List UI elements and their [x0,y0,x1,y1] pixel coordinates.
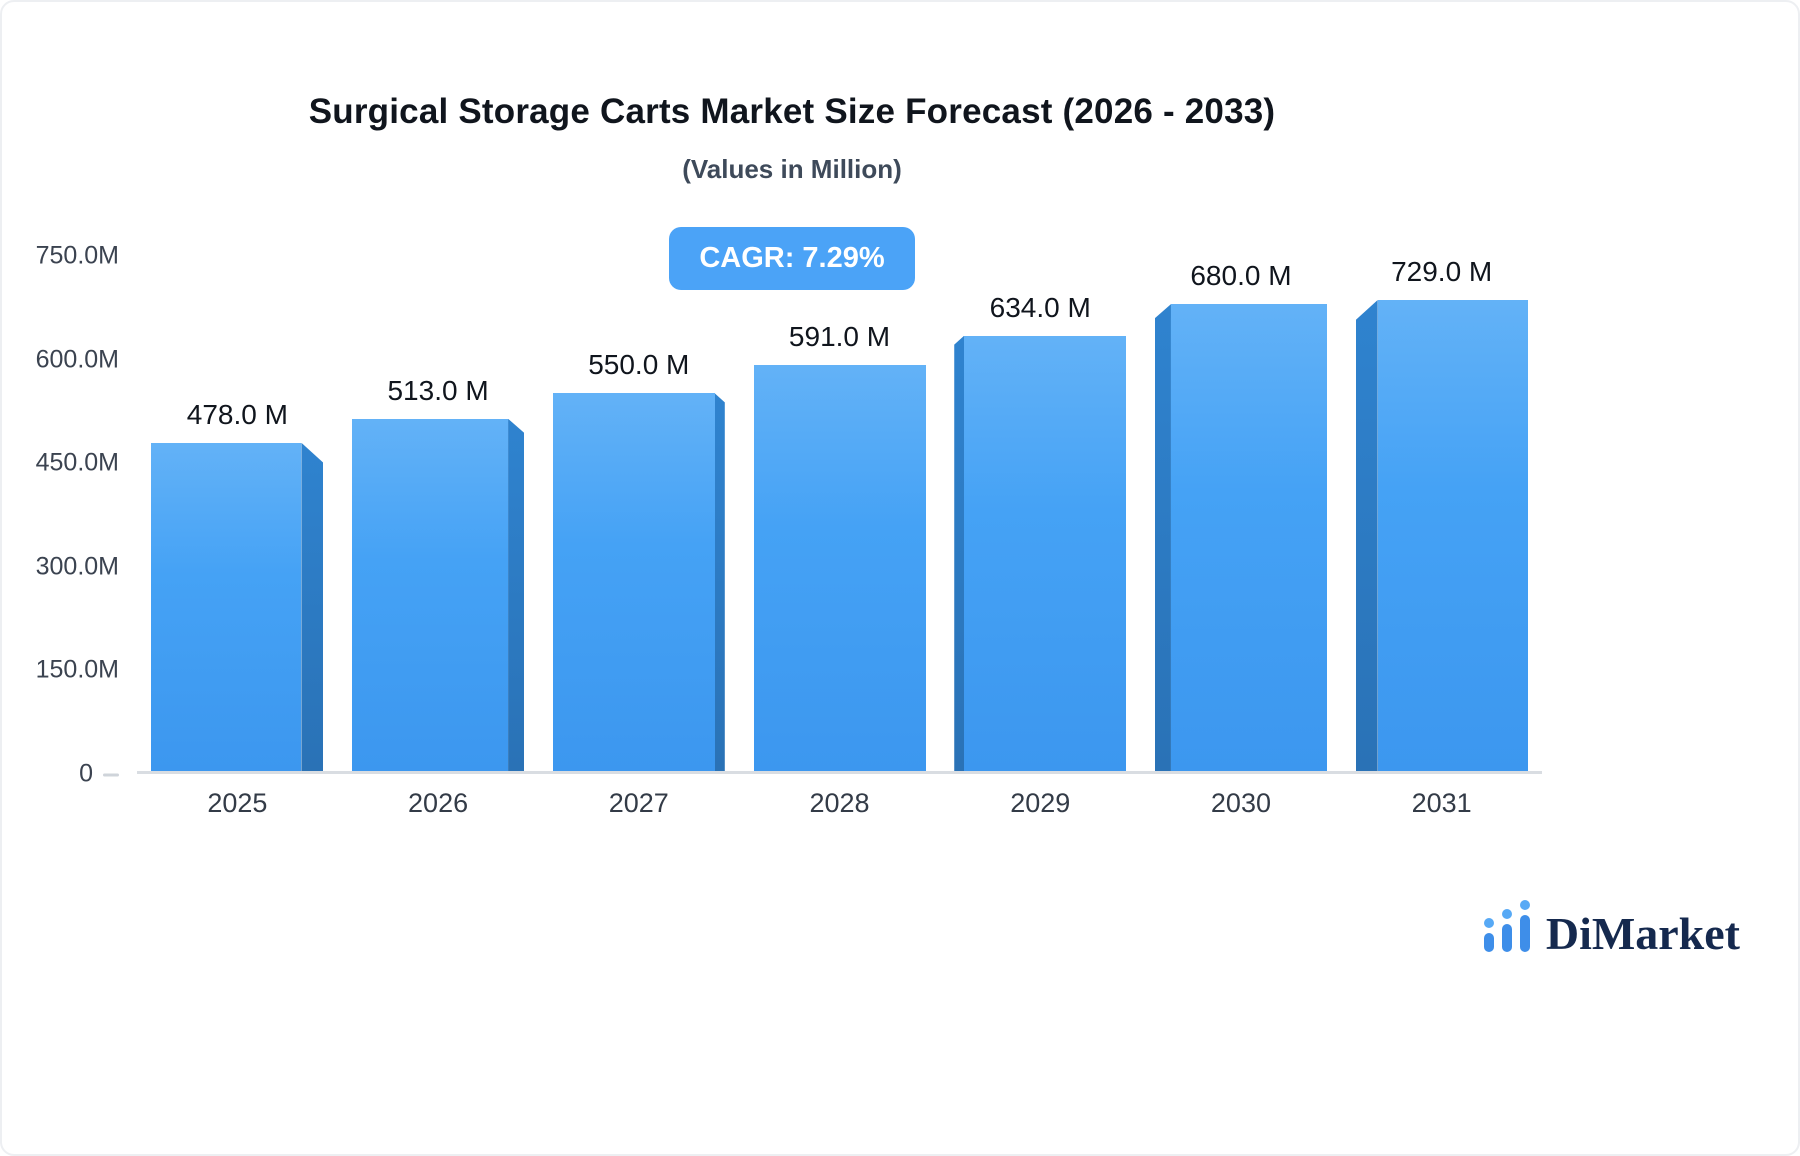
bar-group: 680.0 M [1141,256,1342,771]
chart-title: Surgical Storage Carts Market Size Forec… [308,92,1276,131]
bar [151,442,324,771]
bar-side-face [301,442,324,771]
y-axis-tick: 750.0M [35,241,119,270]
bar-value-label: 634.0 M [989,291,1091,323]
y-axis-tick: 600.0M [35,345,119,374]
bar [753,365,926,771]
cagr-badge: CAGR: 7.29% [669,227,915,290]
bar-front-face [1377,300,1528,771]
y-axis-tick: 300.0M [35,552,119,581]
bar-group: 634.0 M [940,256,1141,771]
bar-group: 591.0 M [739,256,940,771]
bar-value-label: 591.0 M [788,321,891,353]
x-axis-label: 2027 [608,788,669,818]
bar-front-face [151,442,302,771]
bar [1355,300,1528,771]
bar-value-label: 680.0 M [1190,260,1292,292]
bar-value-label: 478.0 M [186,398,288,430]
bars-row: 478.0 M 513.0 M 550.0 M 591.0 M 634.0 M 680.0… [137,256,1542,771]
bar [1154,304,1327,771]
bar-side-face [1154,304,1171,771]
brand-name: DiMarket [1545,908,1740,959]
bar-group: 478.0 M [137,256,338,771]
bar-chart: 750.0M 600.0M 450.0M 300.0M 150.0M 0 478.0 M 5… [36,242,1542,819]
bar-group: 550.0 M [538,256,739,771]
chart-subtitle: (Values in Million) [682,154,902,184]
bar [352,418,525,771]
x-axis-label: 2031 [1411,788,1472,818]
bar-side-face [954,335,965,771]
x-axis-label: 2025 [207,788,268,818]
bar-front-face [964,335,1127,771]
bar-value-label: 513.0 M [387,374,489,406]
y-axis-tick: 150.0M [35,655,119,684]
x-axis-label: 2026 [408,788,469,818]
bar-value-label: 550.0 M [588,349,690,381]
chart-header: Surgical Storage Carts Market Size Forec… [42,2,1542,290]
bar-front-face [552,393,715,771]
bar [954,335,1127,771]
bar-group: 513.0 M [338,256,539,771]
brand-logo: DiMarket [1480,900,1740,957]
bar-side-face [714,393,725,771]
cagr-badge-row: CAGR: 7.29% [42,227,1542,290]
y-axis-tick: 450.0M [35,448,119,477]
bar-front-face [1170,304,1327,771]
x-axis: 2025 2026 2027 2028 2029 2030 2031 [137,774,1542,819]
bar-group: 729.0 M [1341,256,1542,771]
x-axis-label: 2029 [1010,788,1071,818]
bar-side-face [1355,300,1378,771]
chart-card: Surgical Storage Carts Market Size Forec… [2,2,1798,957]
bar [552,393,725,771]
plot-area: 478.0 M 513.0 M 550.0 M 591.0 M 634.0 M 680.0… [137,256,1542,774]
y-axis-tick: 0 [79,760,119,789]
x-axis-label: 2030 [1210,788,1271,818]
bar-front-face [352,418,509,771]
bar-side-face [508,418,525,771]
y-axis: 750.0M 600.0M 450.0M 300.0M 150.0M 0 [36,242,137,788]
bar-chart-dots-icon [1483,900,1530,952]
x-axis-label: 2028 [809,788,870,818]
bar-front-face [753,365,926,771]
bar-value-label: 729.0 M [1391,256,1493,287]
